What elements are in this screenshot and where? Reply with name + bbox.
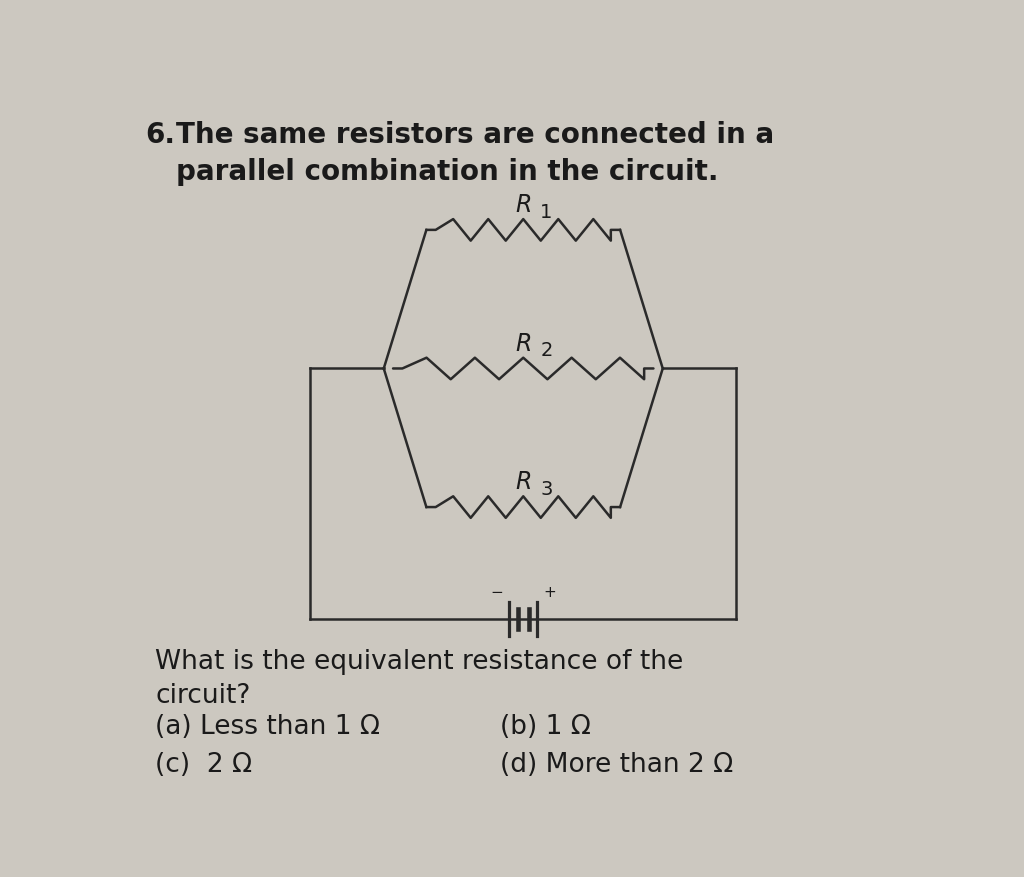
Text: (a) Less than 1 Ω: (a) Less than 1 Ω [155,713,380,738]
Text: R: R [515,332,531,355]
Text: parallel combination in the circuit.: parallel combination in the circuit. [176,158,719,186]
Text: (c)  2 Ω: (c) 2 Ω [155,752,252,777]
Text: circuit?: circuit? [155,682,251,708]
Text: (b) 1 Ω: (b) 1 Ω [500,713,591,738]
Text: 3: 3 [541,480,553,498]
Text: −: − [490,584,503,599]
Text: R: R [515,193,531,217]
Text: 6.: 6. [145,121,175,148]
Text: The same resistors are connected in a: The same resistors are connected in a [176,121,774,148]
Text: 2: 2 [541,341,553,360]
Text: 1: 1 [541,203,553,221]
Text: (d) More than 2 Ω: (d) More than 2 Ω [500,752,733,777]
Text: R: R [515,470,531,494]
Text: +: + [544,584,556,599]
Text: What is the equivalent resistance of the: What is the equivalent resistance of the [155,648,683,674]
